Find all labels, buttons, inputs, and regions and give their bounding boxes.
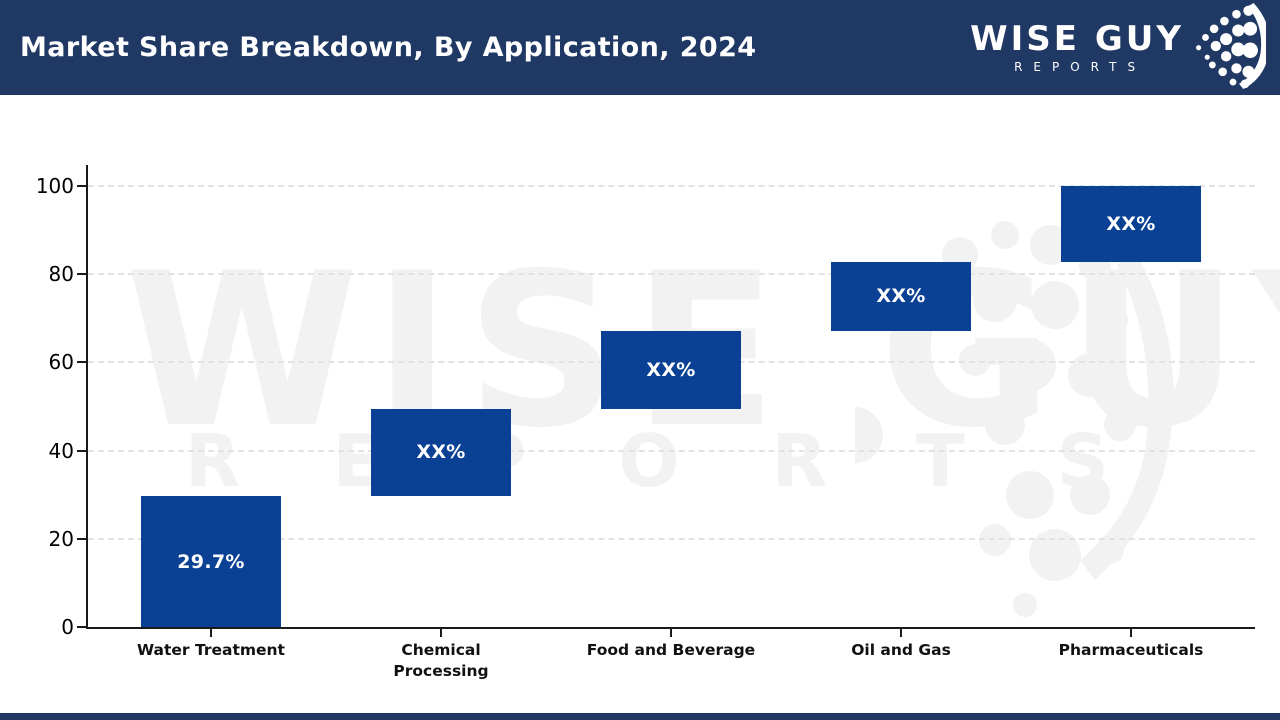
brand-face-icon — [1188, 2, 1270, 93]
brand-logo: WISE GUY REPORTS — [970, 2, 1280, 93]
bar-value-label: XX% — [646, 358, 696, 381]
gridline-20 — [88, 537, 1255, 540]
x-tick-0 — [210, 629, 212, 637]
y-tick-label-20: 20 — [48, 526, 74, 551]
bar-value-label: XX% — [416, 441, 466, 464]
y-tick-100 — [77, 185, 86, 187]
x-tick-3 — [900, 629, 902, 637]
y-axis-line — [86, 165, 88, 629]
y-tick-20 — [77, 537, 86, 540]
page-title: Market Share Breakdown, By Application, … — [20, 32, 757, 63]
bar-water-treatment: 29.7% — [141, 496, 281, 627]
x-category-label-3: Oil and Gas — [851, 641, 951, 659]
x-axis-line — [86, 627, 1255, 629]
y-tick-label-40: 40 — [48, 438, 74, 463]
footer-bar — [0, 713, 1280, 720]
y-tick-40 — [77, 449, 86, 452]
bar-pharmaceuticals: XX% — [1061, 186, 1201, 262]
bar-value-label: 29.7% — [177, 550, 245, 573]
y-tick-60 — [77, 361, 86, 364]
x-tick-1 — [440, 629, 442, 637]
gridline-40 — [88, 449, 1255, 452]
x-tick-2 — [670, 629, 672, 637]
header-bar: Market Share Breakdown, By Application, … — [0, 0, 1280, 95]
x-category-label-0: Water Treatment — [137, 641, 285, 659]
brand-logo-text: WISE GUY REPORTS — [970, 22, 1184, 74]
bar-value-label: XX% — [876, 285, 926, 308]
x-tick-4 — [1130, 629, 1132, 637]
bar-oil-and-gas: XX% — [831, 261, 971, 331]
gridline-80 — [88, 273, 1255, 276]
y-tick-label-0: 0 — [61, 615, 74, 639]
gridline-100 — [88, 185, 1255, 187]
brand-subname: REPORTS — [1014, 59, 1147, 74]
bar-chemical-processing: XX% — [371, 408, 511, 497]
bar-food-and-beverage: XX% — [601, 330, 741, 409]
x-category-label-2: Food and Beverage — [586, 641, 756, 659]
y-tick-80 — [77, 273, 86, 276]
bar-value-label: XX% — [1106, 212, 1156, 235]
x-category-label-4: Pharmaceuticals — [1058, 641, 1204, 659]
x-category-label-1: Chemical Processing — [393, 641, 489, 680]
watermark-reports: REPORTS — [185, 419, 1201, 503]
y-tick-label-80: 80 — [48, 262, 74, 287]
y-tick-label-100: 100 — [35, 174, 74, 198]
brand-name: WISE GUY — [970, 18, 1184, 59]
y-tick-label-60: 60 — [48, 350, 74, 375]
y-tick-0 — [77, 626, 86, 628]
